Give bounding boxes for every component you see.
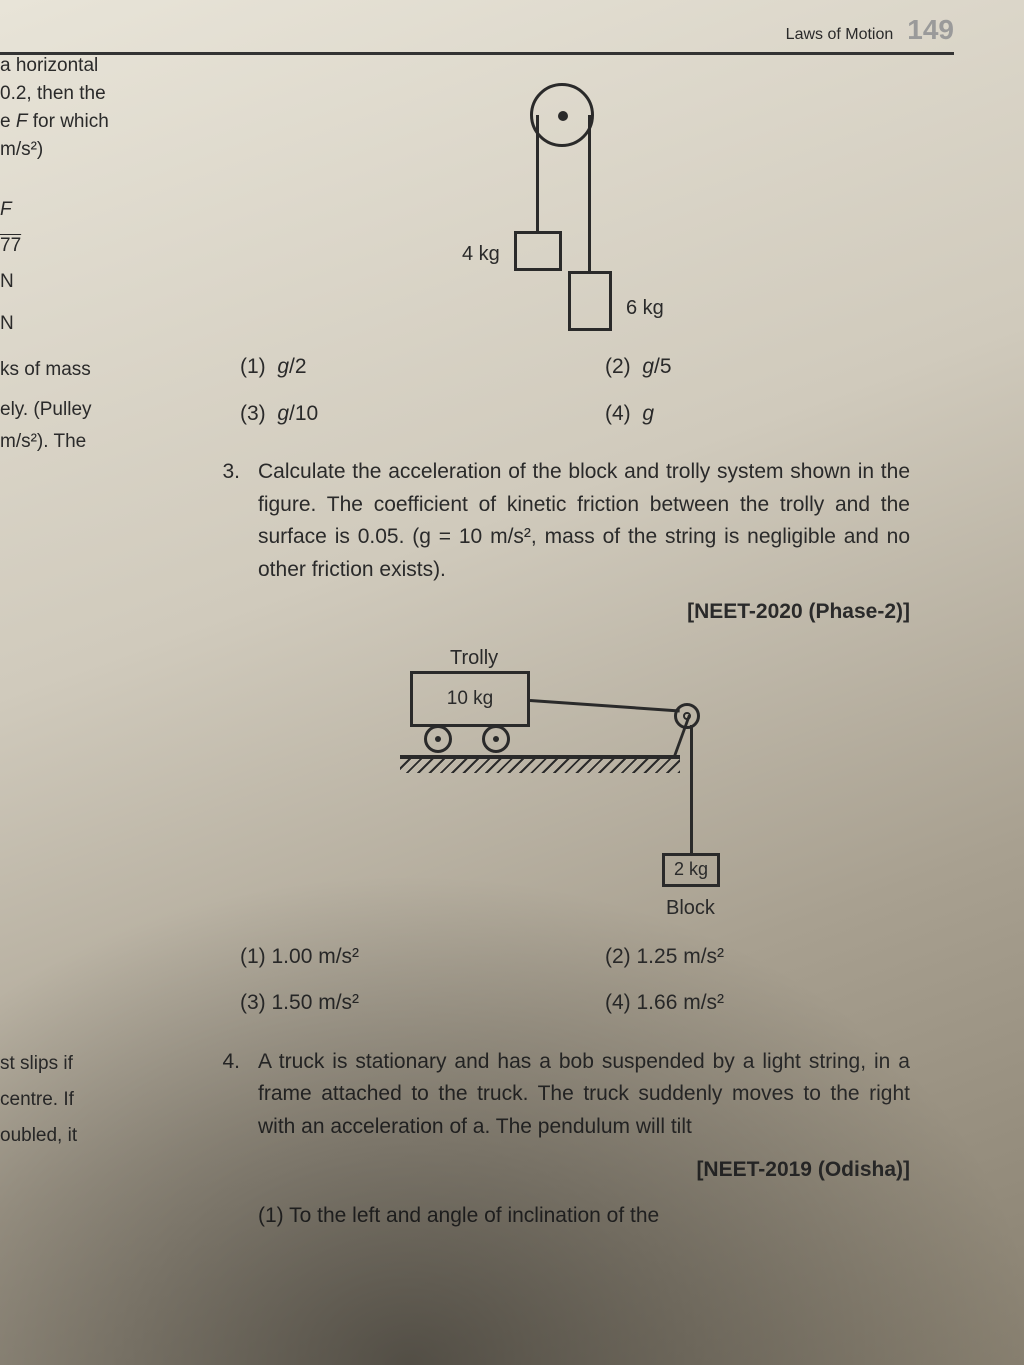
block-label: Block [666, 893, 715, 924]
frag-text: N [0, 268, 150, 296]
ground-hatch [400, 759, 680, 773]
exam-tag: [NEET-2019 (Odisha)] [210, 1154, 910, 1187]
options-q3: (1) 1.00 m/s² (2) 1.25 m/s² (3) 1.50 m/s… [240, 941, 910, 1020]
frag-text: F [0, 196, 150, 224]
figure-trolly: Trolly 10 kg 2 kg Block [360, 643, 760, 923]
option: (2) g/5 [605, 351, 910, 384]
wheel-icon [482, 725, 510, 753]
wheel-icon [424, 725, 452, 753]
mass-box-left [514, 231, 562, 271]
frag-text: a horizontal [0, 52, 150, 80]
question-text: A truck is stationary and has a bob susp… [258, 1046, 910, 1144]
option: (4) 1.66 m/s² [605, 987, 910, 1020]
frag-text: N [0, 310, 150, 338]
frag-text: st slips if [0, 1050, 150, 1078]
question-4: 4. A truck is stationary and has a bob s… [210, 1046, 910, 1144]
rope-left [536, 115, 539, 233]
trolly-label: Trolly [450, 643, 498, 674]
option: (1) g/2 [240, 351, 545, 384]
frag-text: ely. (Pulley [0, 396, 150, 424]
chapter-title: Laws of Motion [786, 26, 894, 44]
pulley-center-icon [558, 111, 568, 121]
option: (3) g/10 [240, 398, 545, 431]
mass-label-left: 4 kg [462, 239, 500, 270]
mass-box-right [568, 271, 612, 331]
option: (2) 1.25 m/s² [605, 941, 910, 974]
frag-text: m/s²). The [0, 428, 150, 456]
rope-right [588, 115, 591, 273]
question-3: 3. Calculate the acceleration of the blo… [210, 456, 910, 586]
frag-text: e F for which [0, 108, 150, 136]
figure-pulley: 4 kg 6 kg [410, 73, 710, 333]
frag-text: 77 [0, 232, 150, 260]
option: (3) 1.50 m/s² [240, 987, 545, 1020]
string-horizontal [530, 699, 680, 712]
option: (1) 1.00 m/s² [240, 941, 545, 974]
option: (4) g [605, 398, 910, 431]
question-number: 4. [210, 1046, 240, 1144]
frag-text: centre. If [0, 1086, 150, 1114]
block-box: 2 kg [662, 853, 720, 887]
exam-tag: [NEET-2020 (Phase-2)] [210, 596, 910, 629]
option: (1) To the left and angle of inclination… [258, 1200, 910, 1233]
question-number: 3. [210, 456, 240, 586]
frag-text: 0.2, then the [0, 80, 150, 108]
options-q2: (1) g/2 (2) g/5 (3) g/10 (4) g [240, 351, 910, 430]
question-text: Calculate the acceleration of the block … [258, 456, 910, 586]
frag-text: ks of mass [0, 356, 150, 384]
trolly-box: 10 kg [410, 671, 530, 727]
frag-text: oubled, it [0, 1122, 150, 1150]
page-number: 149 [907, 14, 954, 46]
string-vertical [690, 725, 693, 855]
frag-text: e F for which [0, 111, 109, 132]
frag-text: m/s²) [0, 136, 150, 164]
mass-label-right: 6 kg [626, 293, 664, 324]
